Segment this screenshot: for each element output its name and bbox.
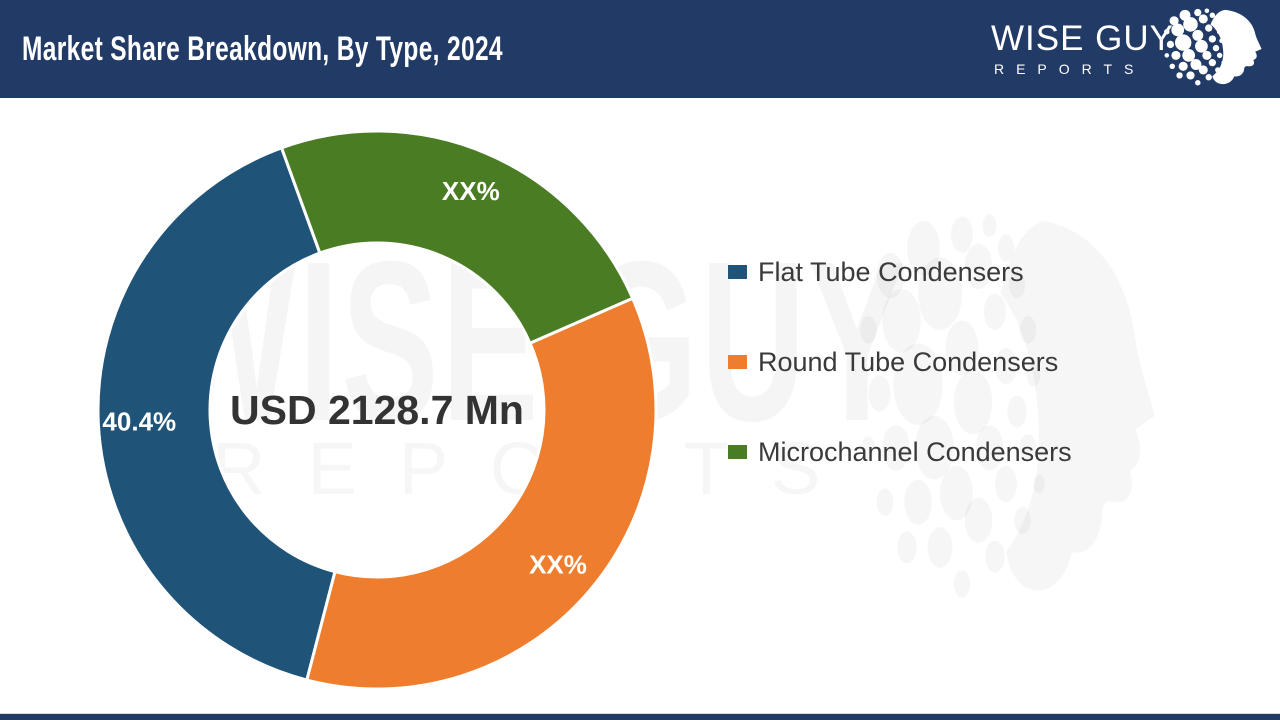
header-bar: Market Share Breakdown, By Type, 2024 WI… <box>0 0 1280 98</box>
segment-percent-label-3: XX% <box>442 176 500 206</box>
donut-segment-2 <box>305 296 658 691</box>
legend-swatch <box>728 445 747 459</box>
logo-wiseguy-text: WISE GUY <box>990 19 1174 59</box>
segment-percent-label-2: XX% <box>529 550 587 580</box>
donut-segment-1 <box>96 146 337 682</box>
page-title: Market Share Breakdown, By Type, 2024 <box>22 30 503 68</box>
legend-swatch <box>728 265 747 279</box>
donut-center-value: USD 2128.7 Mn <box>230 387 524 433</box>
legend: Flat Tube Condensers Round Tube Condense… <box>728 227 1072 497</box>
donut-segment-3 <box>280 129 635 345</box>
bottom-bar <box>0 713 1280 720</box>
segment-percent-label-1: 40.4% <box>102 406 176 436</box>
legend-swatch <box>728 355 747 369</box>
legend-item-round-tube: Round Tube Condensers <box>728 317 1072 407</box>
wise-guy-logo: WISE GUY REPORTS <box>991 6 1272 92</box>
legend-item-flat-tube: Flat Tube Condensers <box>728 227 1072 317</box>
legend-label: Microchannel Condensers <box>758 436 1072 467</box>
logo-text: WISE GUY REPORTS <box>990 19 1174 77</box>
logo-face-icon <box>1160 8 1272 90</box>
logo-reports-text: REPORTS <box>993 60 1146 77</box>
legend-label: Round Tube Condensers <box>758 346 1059 377</box>
legend-label: Flat Tube Condensers <box>758 256 1024 287</box>
watermark-reports-text: REPORTS <box>212 432 862 506</box>
legend-item-microchannel: Microchannel Condensers <box>728 407 1072 497</box>
